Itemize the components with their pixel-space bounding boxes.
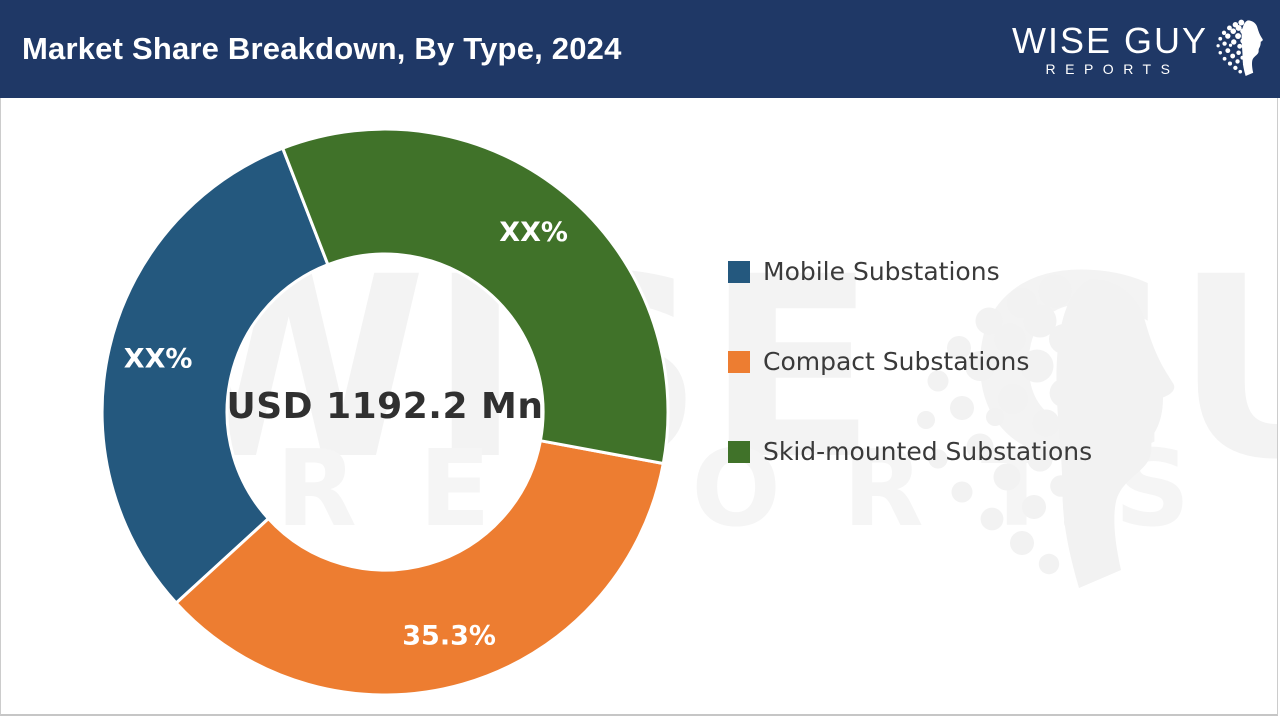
legend: Mobile Substations Compact Substations S… [728, 259, 1092, 465]
logo-wiseguy-text: WISE GUY [1011, 19, 1208, 61]
header-bar: Market Share Breakdown, By Type, 2024 WI… [0, 0, 1280, 98]
wiseguy-logo: WISE GUY REPORTS [1012, 6, 1264, 92]
legend-item-mobile-substations: Mobile Substations [728, 259, 1092, 285]
logo-reports-text: REPORTS [1045, 60, 1180, 77]
legend-swatch-compact [728, 351, 750, 373]
legend-item-compact-substations: Compact Substations [728, 349, 1092, 375]
legend-label-mobile: Mobile Substations [763, 257, 1000, 286]
page-title: Market Share Breakdown, By Type, 2024 [22, 31, 622, 66]
watermark-wiseguy-text: WISE GUY [151, 223, 1277, 514]
legend-swatch-skid [728, 441, 750, 463]
donut-center-label: USD 1192.2 Mn [226, 386, 544, 427]
legend-label-compact: Compact Substations [763, 347, 1030, 376]
wiseguy-face-icon [1216, 19, 1263, 76]
legend-item-skid-mounted-substations: Skid-mounted Substations [728, 439, 1092, 465]
legend-label-skid: Skid-mounted Substations [763, 437, 1093, 466]
legend-swatch-mobile [728, 261, 750, 283]
